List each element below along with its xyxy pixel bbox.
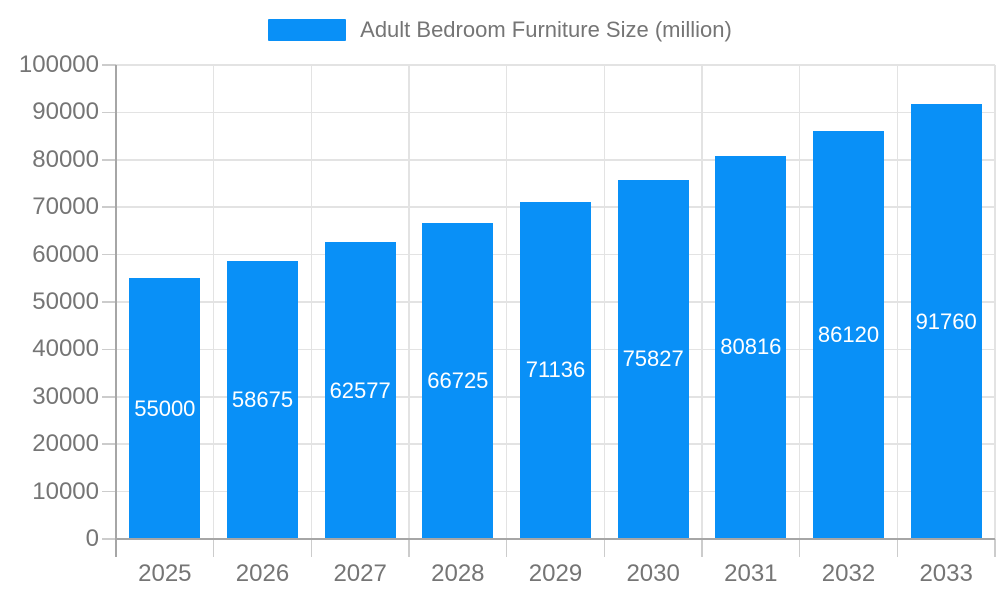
y-axis-tick bbox=[102, 396, 116, 398]
y-axis-tick bbox=[102, 348, 116, 351]
gridline-vertical bbox=[994, 65, 996, 539]
y-axis-tick bbox=[102, 206, 116, 208]
x-tick-label: 2029 bbox=[528, 560, 583, 587]
y-tick-label: 30000 bbox=[32, 382, 99, 410]
y-axis-tick bbox=[102, 538, 116, 540]
x-tick-label: 2027 bbox=[333, 560, 387, 587]
x-axis-tick bbox=[798, 539, 801, 557]
bar[interactable]: 55000 bbox=[129, 278, 201, 539]
y-tick-label: 50000 bbox=[32, 288, 99, 315]
x-tick-label: 2032 bbox=[821, 560, 876, 587]
bar[interactable]: 80816 bbox=[715, 155, 787, 539]
bar-value-label: 86120 bbox=[817, 321, 880, 347]
x-tick-label: 2025 bbox=[138, 560, 192, 587]
x-tick-label: 2030 bbox=[626, 560, 680, 587]
x-axis-line bbox=[116, 538, 995, 540]
x-tick-label: 2028 bbox=[431, 560, 485, 587]
x-axis-tick bbox=[701, 539, 703, 557]
bar-value-label: 91760 bbox=[915, 308, 977, 334]
y-axis-line bbox=[115, 65, 117, 557]
bar-value-label: 62577 bbox=[329, 377, 391, 403]
bar[interactable]: 71136 bbox=[520, 201, 591, 539]
y-axis-tick bbox=[102, 253, 116, 256]
y-tick-label: 70000 bbox=[32, 193, 99, 221]
bar[interactable]: 58675 bbox=[227, 260, 298, 539]
y-axis-tick bbox=[102, 301, 116, 303]
y-tick-label: 90000 bbox=[32, 98, 99, 126]
bar-value-label: 75827 bbox=[622, 346, 684, 372]
bar[interactable]: 86120 bbox=[813, 130, 884, 539]
y-tick-label: 20000 bbox=[32, 430, 99, 458]
x-tick-label: 2026 bbox=[235, 560, 290, 587]
bar[interactable]: 66725 bbox=[422, 222, 494, 539]
gridline-vertical bbox=[603, 65, 606, 539]
y-axis-tick bbox=[102, 443, 116, 445]
gridline-vertical bbox=[798, 65, 801, 539]
y-tick-label: 0 bbox=[85, 525, 99, 552]
gridline-vertical bbox=[701, 65, 703, 539]
gridline-vertical bbox=[408, 65, 410, 539]
y-tick-label: 40000 bbox=[32, 335, 99, 363]
y-tick-label: 100000 bbox=[18, 51, 99, 78]
bar-value-label: 58675 bbox=[231, 386, 294, 412]
bar-value-label: 80816 bbox=[720, 334, 782, 360]
legend[interactable]: Adult Bedroom Furniture Size (million) bbox=[0, 17, 1000, 43]
gridline-vertical bbox=[896, 65, 899, 539]
x-axis-tick bbox=[896, 539, 899, 557]
y-axis-tick bbox=[102, 159, 116, 161]
bar-value-label: 71136 bbox=[525, 357, 586, 383]
y-tick-label: 80000 bbox=[32, 145, 99, 173]
gridline-vertical bbox=[310, 65, 313, 539]
y-axis-tick bbox=[102, 64, 116, 66]
gridline-horizontal bbox=[116, 111, 995, 114]
x-axis-tick bbox=[505, 539, 508, 557]
x-axis-tick bbox=[603, 539, 606, 557]
legend-label: Adult Bedroom Furniture Size (million) bbox=[360, 17, 732, 42]
x-axis-tick bbox=[994, 539, 996, 557]
bar[interactable]: 75827 bbox=[617, 179, 689, 539]
y-tick-label: 10000 bbox=[32, 477, 99, 505]
bar-value-label: 66725 bbox=[427, 367, 489, 393]
x-axis-tick bbox=[212, 539, 215, 557]
y-axis-tick bbox=[102, 111, 116, 114]
bar[interactable]: 91760 bbox=[910, 104, 982, 539]
gridline-vertical bbox=[505, 65, 508, 539]
bar-value-label: 55000 bbox=[134, 395, 196, 421]
y-tick-label: 60000 bbox=[32, 240, 99, 268]
bar[interactable]: 62577 bbox=[324, 242, 396, 539]
y-axis-tick bbox=[102, 490, 116, 493]
gridline-horizontal bbox=[116, 159, 995, 161]
gridline-horizontal bbox=[116, 64, 995, 66]
x-axis-tick bbox=[310, 539, 313, 557]
x-tick-label: 2031 bbox=[724, 560, 778, 587]
x-axis-tick bbox=[408, 539, 410, 557]
x-tick-label: 2033 bbox=[919, 560, 973, 587]
legend-swatch bbox=[268, 19, 347, 41]
gridline-vertical bbox=[212, 65, 215, 539]
